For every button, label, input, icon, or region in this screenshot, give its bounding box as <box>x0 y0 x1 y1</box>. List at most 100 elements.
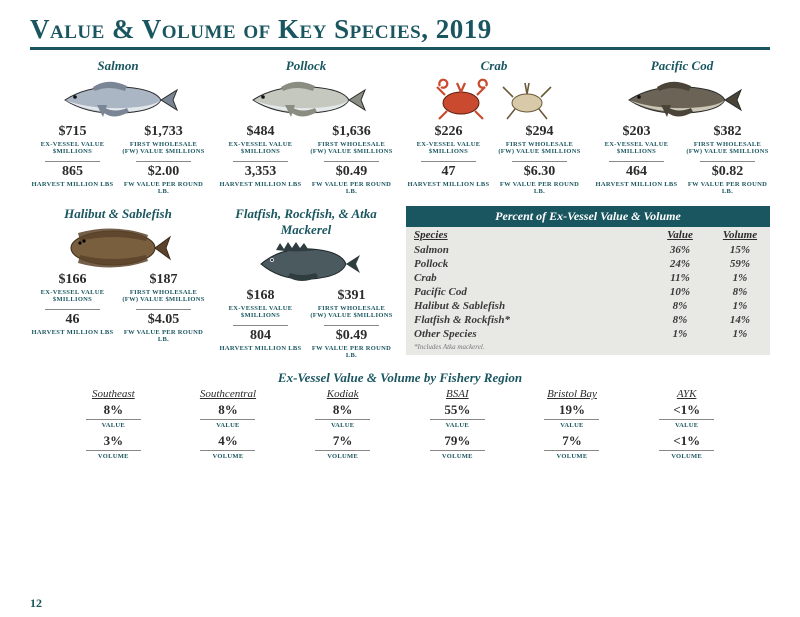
species-illustration <box>218 76 394 124</box>
fw-per-lb-label: FW VALUE PER ROUND LB. <box>309 181 394 196</box>
region-volume-label: VOLUME <box>404 453 511 460</box>
species-name: Halibut & Sablefish <box>30 206 206 222</box>
fw-value-label: FIRST WHOLESALE (FW) VALUE $MILLIONS <box>121 289 206 304</box>
species-illustration <box>594 76 770 124</box>
fw-per-lb-value: $4.05 <box>121 312 206 328</box>
region-value: 8% <box>60 402 167 418</box>
species-card: Flatfish, Rockfish, & Atka Mackerel $168… <box>218 206 394 364</box>
species-card: Crab $226 EX-VESSEL VALUE $MILLIONS $294… <box>406 58 582 200</box>
region-volume: 7% <box>289 433 396 449</box>
region-volume: 79% <box>404 433 511 449</box>
fw-per-lb-label: FW VALUE PER ROUND LB. <box>497 181 582 196</box>
region-value-label: VALUE <box>60 422 167 429</box>
harvest-label: HARVEST MILLION LBS <box>218 345 303 352</box>
ex-vessel-value: $203 <box>594 124 679 140</box>
fw-value-label: FIRST WHOLESALE (FW) VALUE $MILLIONS <box>497 141 582 156</box>
region-volume-label: VOLUME <box>175 453 282 460</box>
region-name: Southcentral <box>175 388 282 400</box>
region-volume: <1% <box>633 433 740 449</box>
region-value-label: VALUE <box>519 422 626 429</box>
species-illustration <box>30 76 206 124</box>
table-row: Other Species1%1% <box>406 327 770 341</box>
region-volume: 4% <box>175 433 282 449</box>
percent-table: Percent of Ex-Vessel Value & Volume Spec… <box>406 206 770 364</box>
region-name: AYK <box>633 388 740 400</box>
fw-per-lb-value: $0.49 <box>309 164 394 180</box>
region-value: 55% <box>404 402 511 418</box>
fw-per-lb-label: FW VALUE PER ROUND LB. <box>121 329 206 344</box>
fw-value: $1,733 <box>121 124 206 140</box>
region-cell: BSAI 55% VALUE 79% VOLUME <box>404 388 511 464</box>
region-value-label: VALUE <box>404 422 511 429</box>
region-cell: Southcentral 8% VALUE 4% VOLUME <box>175 388 282 464</box>
region-cell: Kodiak 8% VALUE 7% VOLUME <box>289 388 396 464</box>
fw-value: $1,636 <box>309 124 394 140</box>
species-name: Pollock <box>218 58 394 74</box>
fw-value: $294 <box>497 124 582 140</box>
harvest-label: HARVEST MILLION LBS <box>30 329 115 336</box>
fw-value-label: FIRST WHOLESALE (FW) VALUE $MILLIONS <box>309 305 394 320</box>
harvest-label: HARVEST MILLION LBS <box>594 181 679 188</box>
harvest-label: HARVEST MILLION LBS <box>406 181 491 188</box>
ex-vessel-label: EX-VESSEL VALUE $MILLIONS <box>218 305 303 320</box>
region-name: Southeast <box>60 388 167 400</box>
species-name: Pacific Cod <box>594 58 770 74</box>
fw-per-lb-value: $0.82 <box>685 164 770 180</box>
harvest-label: HARVEST MILLION LBS <box>218 181 303 188</box>
table-row: Crab11%1% <box>406 271 770 285</box>
table-row: Salmon36%15% <box>406 243 770 257</box>
ex-vessel-label: EX-VESSEL VALUE $MILLIONS <box>30 289 115 304</box>
region-cell: AYK <1% VALUE <1% VOLUME <box>633 388 740 464</box>
fw-value-label: FIRST WHOLESALE (FW) VALUE $MILLIONS <box>121 141 206 156</box>
percent-table-footnote: *Includes Atka mackerel. <box>406 341 770 355</box>
species-grid: Salmon $715 EX-VESSEL VALUE $MILLIONS $1… <box>30 58 770 364</box>
region-value: 8% <box>175 402 282 418</box>
fw-per-lb-value: $2.00 <box>121 164 206 180</box>
ex-vessel-value: $715 <box>30 124 115 140</box>
percent-table-title: Percent of Ex-Vessel Value & Volume <box>406 206 770 227</box>
table-row: Halibut & Sablefish8%1% <box>406 299 770 313</box>
fw-per-lb-label: FW VALUE PER ROUND LB. <box>309 345 394 360</box>
harvest-value: 865 <box>30 164 115 180</box>
region-volume: 3% <box>60 433 167 449</box>
ex-vessel-label: EX-VESSEL VALUE $MILLIONS <box>218 141 303 156</box>
harvest-value: 3,353 <box>218 164 303 180</box>
table-row: Pollock24%59% <box>406 257 770 271</box>
region-name: BSAI <box>404 388 511 400</box>
region-volume-label: VOLUME <box>519 453 626 460</box>
harvest-value: 47 <box>406 164 491 180</box>
region-value: <1% <box>633 402 740 418</box>
region-value: 8% <box>289 402 396 418</box>
region-volume-label: VOLUME <box>633 453 740 460</box>
species-name: Salmon <box>30 58 206 74</box>
ex-vessel-value: $166 <box>30 272 115 288</box>
species-name: Crab <box>406 58 582 74</box>
ex-vessel-value: $226 <box>406 124 491 140</box>
harvest-value: 804 <box>218 328 303 344</box>
fw-value-label: FIRST WHOLESALE (FW) VALUE $MILLIONS <box>309 141 394 156</box>
col-volume: Volume <box>710 227 770 243</box>
species-card: Pacific Cod $203 EX-VESSEL VALUE $MILLIO… <box>594 58 770 200</box>
fw-per-lb-label: FW VALUE PER ROUND LB. <box>685 181 770 196</box>
regions-row: Southeast 8% VALUE 3% VOLUME Southcentra… <box>30 388 770 464</box>
harvest-label: HARVEST MILLION LBS <box>30 181 115 188</box>
ex-vessel-value: $168 <box>218 288 303 304</box>
fw-value-label: FIRST WHOLESALE (FW) VALUE $MILLIONS <box>685 141 770 156</box>
ex-vessel-label: EX-VESSEL VALUE $MILLIONS <box>594 141 679 156</box>
species-name: Flatfish, Rockfish, & Atka Mackerel <box>218 206 394 238</box>
fw-value: $187 <box>121 272 206 288</box>
region-value-label: VALUE <box>175 422 282 429</box>
species-illustration <box>30 224 206 272</box>
species-illustration <box>218 240 394 288</box>
fw-value: $382 <box>685 124 770 140</box>
species-card: Halibut & Sablefish $166 EX-VESSEL VALUE… <box>30 206 206 364</box>
table-row: Flatfish & Rockfish*8%14% <box>406 313 770 327</box>
page-number: 12 <box>30 596 42 611</box>
region-value-label: VALUE <box>633 422 740 429</box>
region-name: Kodiak <box>289 388 396 400</box>
table-row: Pacific Cod10%8% <box>406 285 770 299</box>
ex-vessel-label: EX-VESSEL VALUE $MILLIONS <box>406 141 491 156</box>
regions-title: Ex-Vessel Value & Volume by Fishery Regi… <box>30 370 770 386</box>
species-card: Salmon $715 EX-VESSEL VALUE $MILLIONS $1… <box>30 58 206 200</box>
species-illustration <box>406 76 582 124</box>
